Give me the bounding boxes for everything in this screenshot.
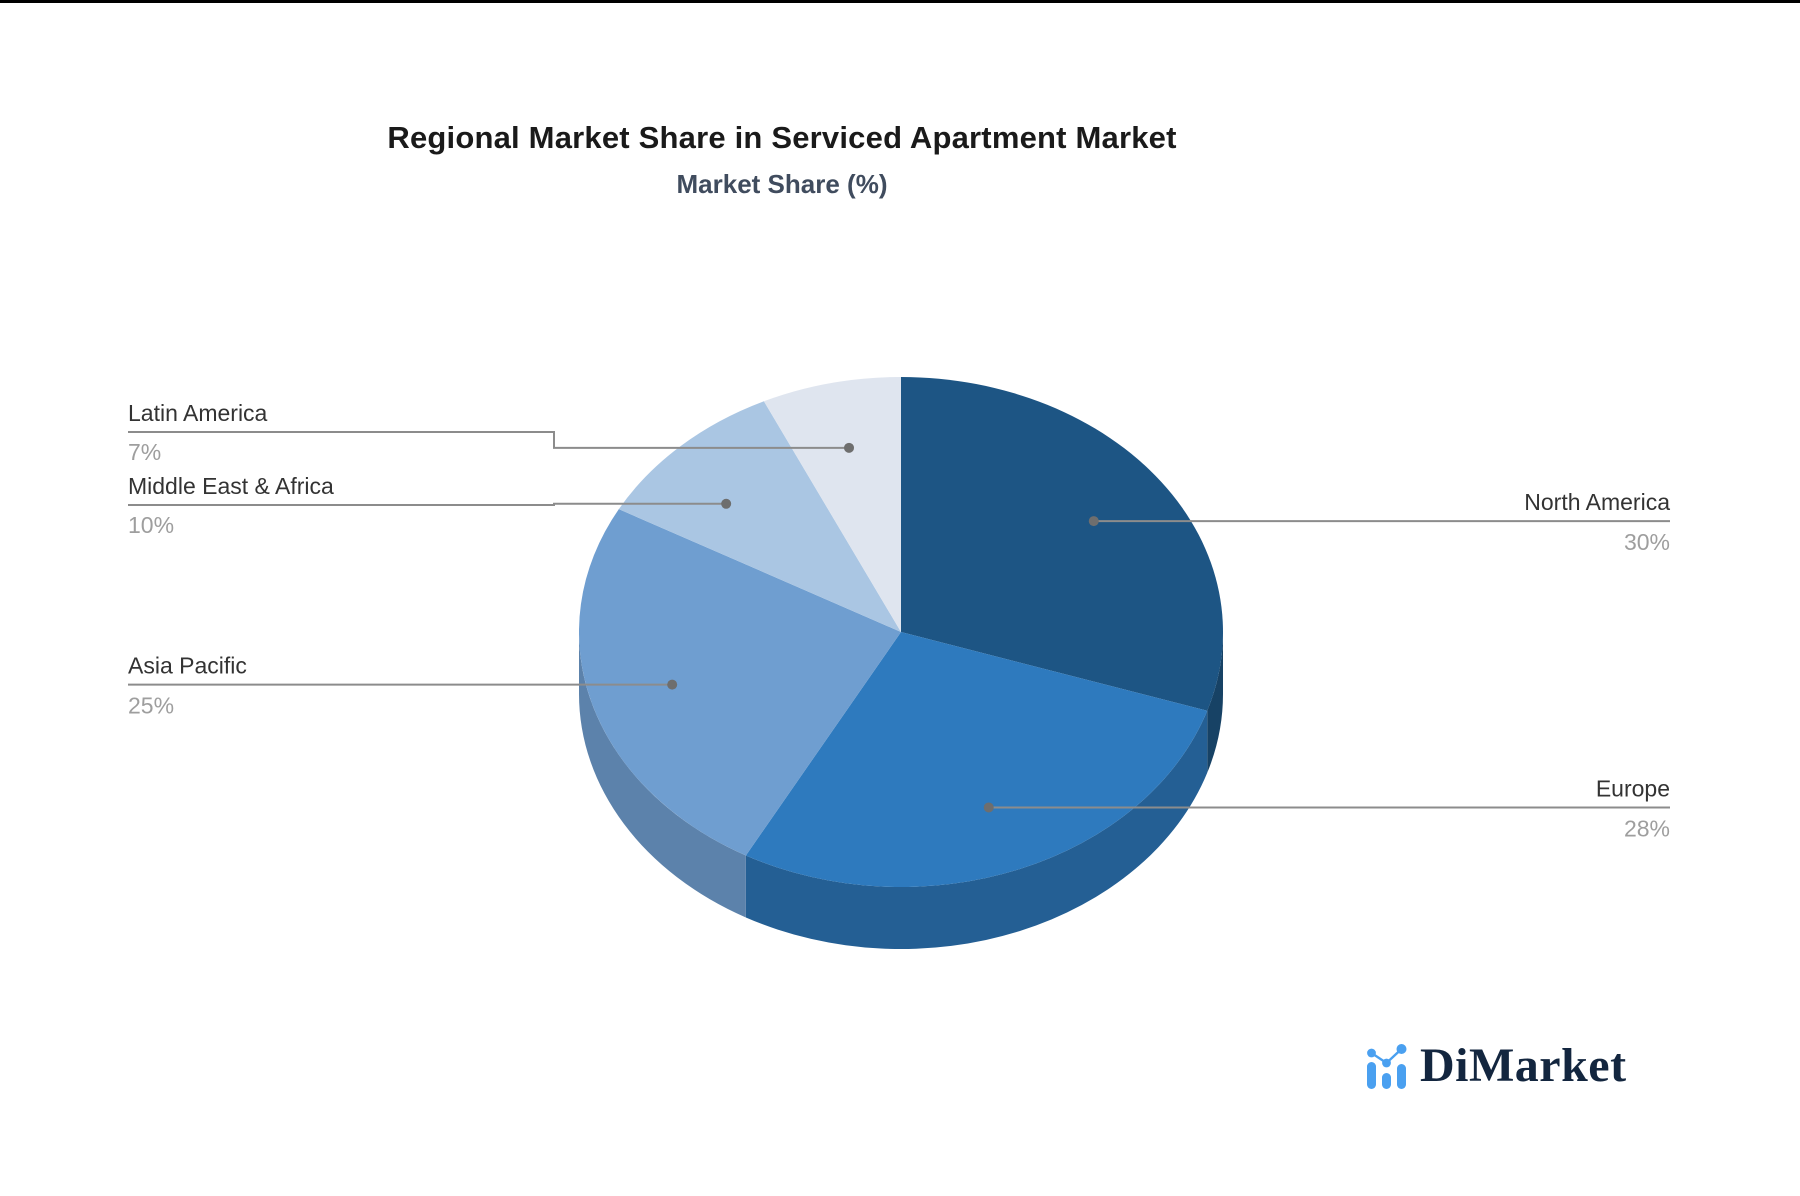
slice-pct-asia-pacific: 25% [128, 693, 174, 719]
pie-slice-middle-east-africa[interactable] [618, 401, 901, 632]
slice-pct-europe: 28% [1624, 815, 1670, 841]
leader-dot-europe [983, 802, 994, 813]
slice-label-latin-america: Latin America [128, 400, 268, 426]
chart-title: Regional Market Share in Serviced Apartm… [387, 120, 1177, 155]
title-block: Regional Market Share in Serviced Apartm… [0, 0, 1564, 200]
pie-slice-asia-pacific[interactable] [578, 509, 901, 856]
slice-pct-north-america: 30% [1624, 529, 1670, 555]
leader-dot-middle-east-africa [721, 498, 732, 509]
top-border [0, 0, 1800, 3]
slice-pct-latin-america: 7% [128, 439, 161, 465]
slice-label-europe: Europe [1596, 775, 1670, 801]
slice-label-north-america: North America [1524, 489, 1670, 515]
brand-logo-icon [1367, 1044, 1407, 1089]
brand-logo: DiMarket [1364, 1039, 1684, 1114]
leader-dot-latin-america [844, 442, 855, 453]
pie-slice-latin-america[interactable] [763, 377, 901, 632]
pie-slice-side-asia-pacific [579, 632, 746, 918]
pie-slice-side-north-america [1207, 632, 1223, 773]
slice-label-asia-pacific: Asia Pacific [128, 653, 247, 679]
leader-dot-north-america [1088, 516, 1099, 527]
chart-subtitle: Market Share (%) [676, 169, 888, 199]
leader-dot-asia-pacific [667, 679, 678, 690]
pie-slice-europe[interactable] [745, 632, 1208, 888]
slice-label-middle-east-africa: Middle East & Africa [128, 473, 334, 499]
slice-pct-middle-east-africa: 10% [128, 512, 174, 538]
leader-line-middle-east-africa [128, 502, 727, 506]
logo-line-markers [1367, 1044, 1407, 1068]
pie-slice-side-europe [745, 710, 1208, 949]
logo-bars [1367, 1062, 1406, 1089]
brand-logo-text: DiMarket [1420, 1039, 1627, 1092]
leader-line-latin-america [128, 431, 850, 449]
pie-slice-north-america[interactable] [901, 377, 1223, 711]
